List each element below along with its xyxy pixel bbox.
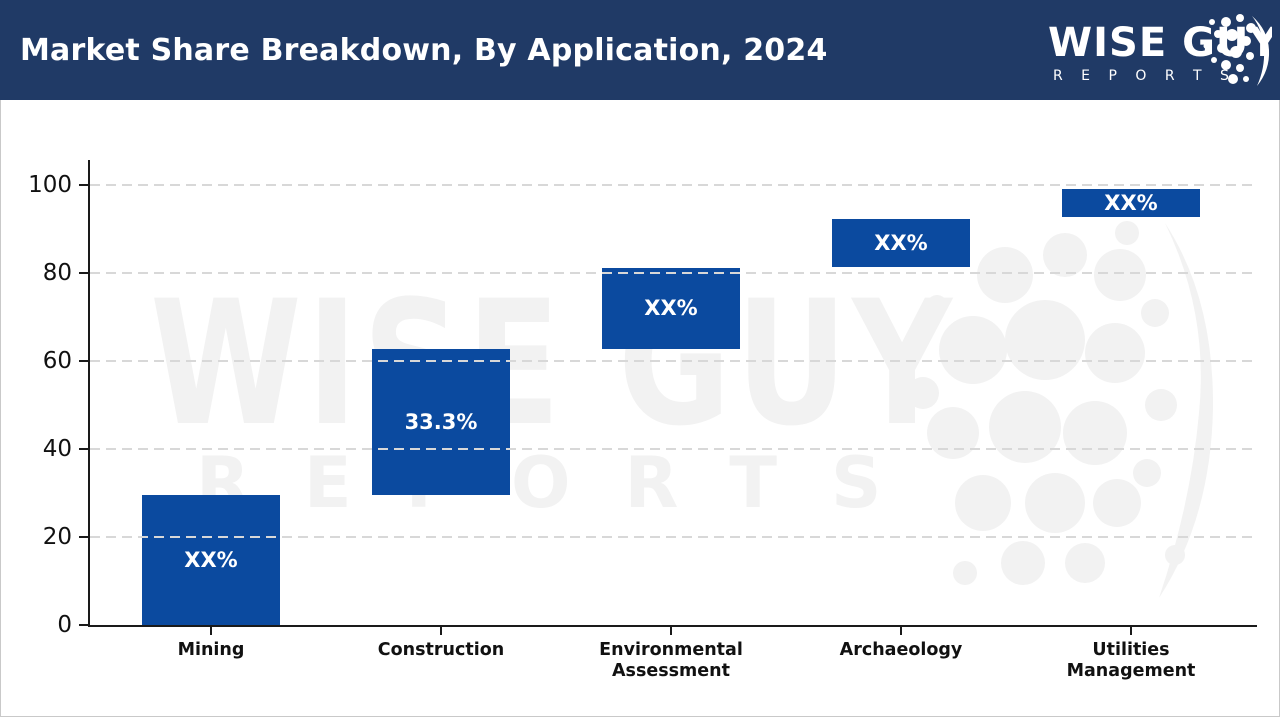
x-tick-construction [440, 627, 442, 635]
x-axis-label-construction: Construction [377, 640, 505, 660]
x-axis-label-mining: Mining [177, 640, 245, 660]
bar-value-label-archaeology: XX% [874, 231, 928, 256]
gridline-60 [90, 360, 1257, 362]
y-axis-label-80: 80 [42, 260, 72, 286]
y-tick-60 [79, 360, 88, 362]
logo-text-line2: R E P O R T S [1053, 68, 1236, 84]
gridline-40 [90, 448, 1257, 450]
y-axis-label-40: 40 [42, 436, 72, 462]
watermark-text-wise-guy: WISE GUY [150, 263, 957, 464]
page-title: Market Share Breakdown, By Application, … [20, 32, 828, 68]
x-tick-utilities-management [1130, 627, 1132, 635]
y-tick-20 [79, 536, 88, 538]
x-axis [88, 625, 1257, 627]
x-tick-environmental-assessment [670, 627, 672, 635]
y-axis-label-0: 0 [57, 612, 72, 638]
y-tick-0 [79, 624, 88, 626]
bar-environmental-assessment [602, 267, 740, 349]
x-tick-mining [210, 627, 212, 635]
x-tick-archaeology [900, 627, 902, 635]
y-axis-label-100: 100 [28, 172, 72, 198]
bar-mining [142, 495, 280, 625]
x-axis-label-environmental-assessment: Environmental Assessment [599, 640, 743, 682]
watermark-text-reports: REPORTS [196, 442, 936, 524]
wise-guy-reports-logo: WISE GUY R E P O R T S [1048, 14, 1272, 86]
gridline-80 [90, 272, 1257, 274]
x-axis-label-archaeology: Archaeology [839, 640, 963, 660]
logo-head-icon [1203, 14, 1270, 86]
bar-construction [372, 348, 510, 496]
bar-value-label-construction: 33.3% [404, 409, 478, 434]
gridline-100 [90, 184, 1257, 186]
bar-archaeology [832, 219, 970, 267]
gridline-20 [90, 536, 1257, 538]
y-tick-100 [79, 184, 88, 186]
bar-value-label-environmental-assessment: XX% [644, 296, 698, 321]
y-tick-80 [79, 272, 88, 274]
logo-text-line1: WISE GUY [1048, 20, 1272, 66]
y-axis [88, 160, 90, 627]
y-axis-label-60: 60 [42, 348, 72, 374]
y-tick-40 [79, 448, 88, 450]
header-bar: Market Share Breakdown, By Application, … [0, 0, 1280, 100]
x-axis-label-utilities-management: Utilities Management [1066, 640, 1196, 682]
bar-utilities-management [1062, 188, 1200, 218]
bar-value-label-utilities-management: XX% [1104, 190, 1158, 215]
y-axis-label-20: 20 [42, 524, 72, 550]
bar-value-label-mining: XX% [184, 548, 238, 573]
